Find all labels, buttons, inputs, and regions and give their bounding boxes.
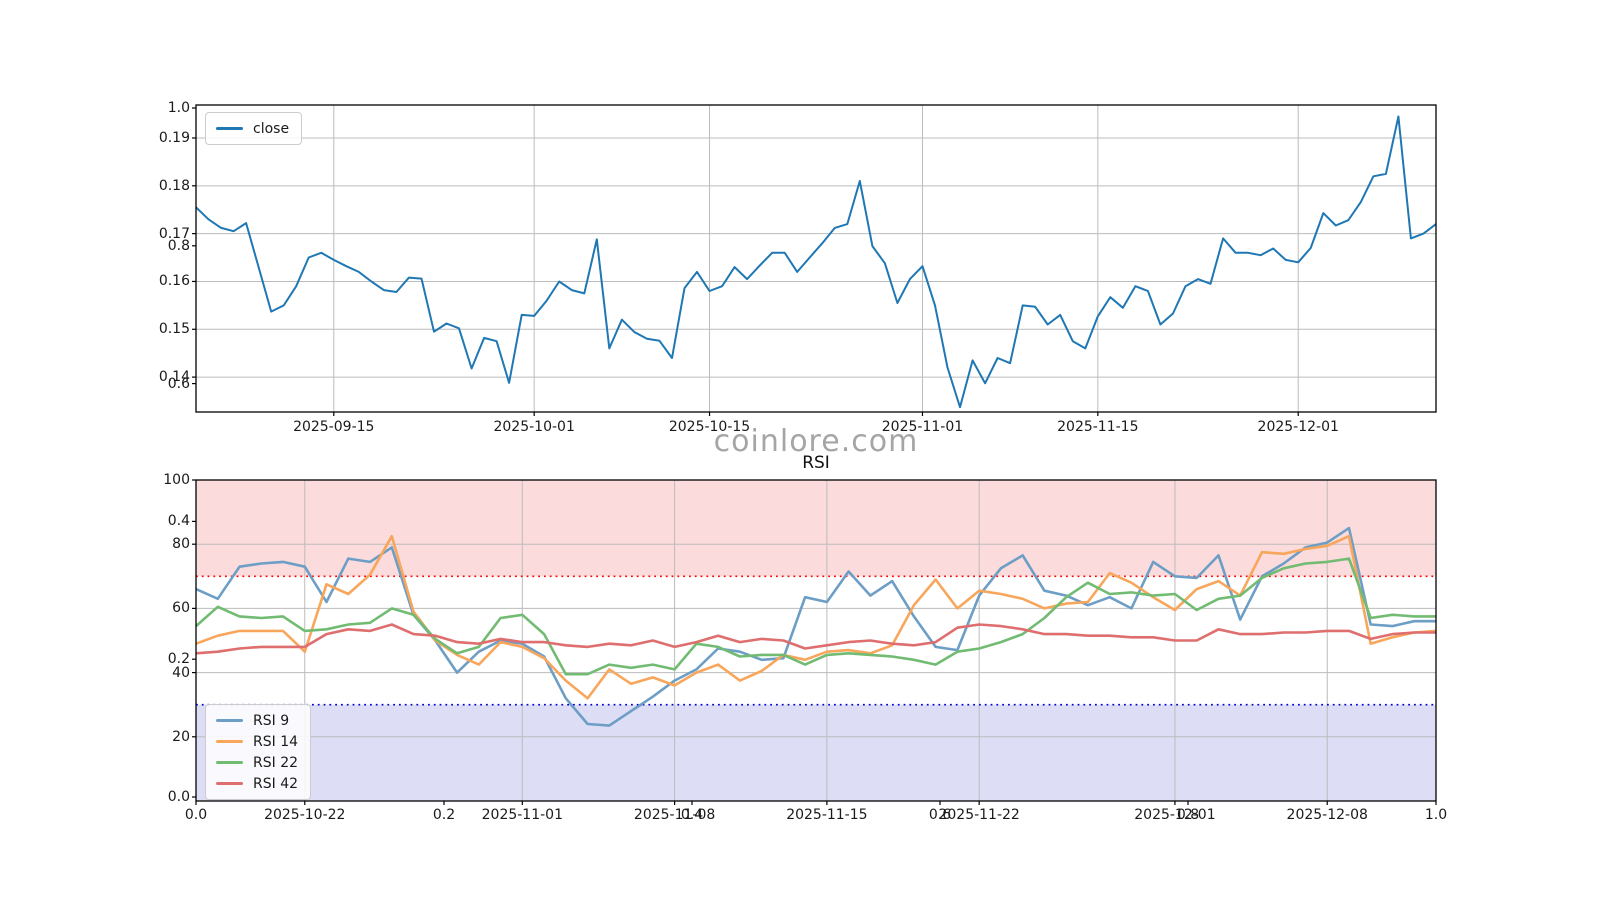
figure-y-tick-label: 0.8 — [167, 237, 190, 254]
rsi-y-tick-label: 80 — [172, 536, 190, 553]
price-legend-label: close — [253, 120, 290, 137]
rsi-legend-label-rsi14: RSI 14 — [253, 733, 299, 750]
overbought-band — [196, 480, 1436, 577]
figure-y-tick-label: 0.0 — [167, 789, 190, 805]
rsi-y-tick-label: 40 — [172, 664, 190, 681]
price-panel — [192, 104, 1437, 416]
rsi-x-tick-label: 2025-11-15 — [786, 807, 868, 823]
price-y-tick-label: 0.15 — [158, 321, 190, 338]
price-x-tick-label: 2025-12-01 — [1257, 419, 1339, 435]
price-y-tick-label: 0.17 — [158, 225, 190, 242]
rsi-panel — [192, 479, 1437, 805]
price-legend-entry: close — [216, 118, 289, 139]
price-legend: close — [205, 112, 303, 145]
close-line — [195, 115, 1437, 409]
rsi-x-tick-label: 2025-11-22 — [938, 807, 1020, 823]
price-x-tick-label: 2025-10-15 — [668, 419, 751, 435]
rsi42-line-swatch — [216, 782, 243, 785]
rsi-x-tick-label: 2025-12-01 — [1134, 807, 1216, 823]
price-y-tick-label: 0.14 — [158, 369, 190, 386]
rsi22-line-swatch — [216, 761, 243, 764]
rsi-legend-entry: RSI 14 — [216, 731, 298, 752]
rsi14-line — [195, 534, 1437, 700]
rsi-legend-label-rsi42: RSI 42 — [253, 775, 299, 792]
figure-y-tick-label: 0.2 — [167, 651, 190, 668]
price-x-tick-label: 2025-11-15 — [1057, 419, 1139, 435]
price-x-tick-label: 2025-11-01 — [881, 419, 964, 435]
rsi22-line — [195, 557, 1436, 676]
rsi-panel-title: RSI — [802, 453, 830, 473]
oversold-band — [196, 704, 1436, 801]
rsi9-line-swatch — [216, 719, 243, 722]
close-line-swatch — [216, 127, 243, 130]
price-x-tick-label: 2025-09-15 — [293, 419, 375, 435]
figure-y-tick-label: 1.0 — [167, 100, 190, 116]
watermark: coinlore.com — [713, 424, 919, 459]
rsi-x-tick-label: 2025-10-22 — [264, 807, 346, 823]
figure-x-tick-label: 0.4 — [680, 807, 704, 823]
rsi-y-tick-label: 20 — [172, 728, 190, 745]
rsi-y-tick-label: 100 — [163, 472, 190, 488]
rsi-legend-entry: RSI 22 — [216, 752, 298, 773]
figure-y-tick-label: 0.6 — [167, 375, 190, 392]
rsi-y-tick-label: 60 — [172, 600, 190, 617]
figure-x-tick-label: 0.2 — [432, 807, 456, 823]
rsi-x-tick-label: 2025-11-08 — [633, 807, 716, 823]
rsi-legend-label-rsi9: RSI 9 — [253, 712, 290, 729]
price-panel-border — [195, 104, 1437, 413]
rsi-legend-label-rsi22: RSI 22 — [253, 754, 299, 771]
price-y-tick-label: 0.19 — [158, 129, 190, 146]
rsi-legend-entry: RSI 42 — [216, 773, 298, 794]
rsi-legend: RSI 9 RSI 14 RSI 22 RSI 42 — [205, 704, 312, 800]
figure-x-tick-label: 1.0 — [1424, 807, 1448, 823]
rsi-legend-entry: RSI 9 — [216, 710, 298, 731]
rsi-x-tick-label: 2025-12-08 — [1286, 807, 1368, 823]
price-y-tick-label: 0.16 — [158, 273, 190, 290]
price-x-tick-label: 2025-10-01 — [493, 419, 575, 435]
figure-y-tick-label: 0.4 — [167, 513, 190, 530]
phantom-axis-ticks — [192, 107, 1437, 805]
figure-x-tick-label: 0.6 — [928, 807, 952, 823]
figure-x-tick-label: 0.8 — [1176, 807, 1200, 823]
price-y-tick-label: 0.18 — [158, 177, 190, 194]
figure-x-tick-label: 0.0 — [184, 807, 208, 823]
rsi14-line-swatch — [216, 740, 243, 743]
rsi-panel-border — [195, 479, 1437, 802]
rsi-x-tick-label: 2025-11-01 — [481, 807, 563, 823]
rsi42-line — [195, 623, 1436, 655]
